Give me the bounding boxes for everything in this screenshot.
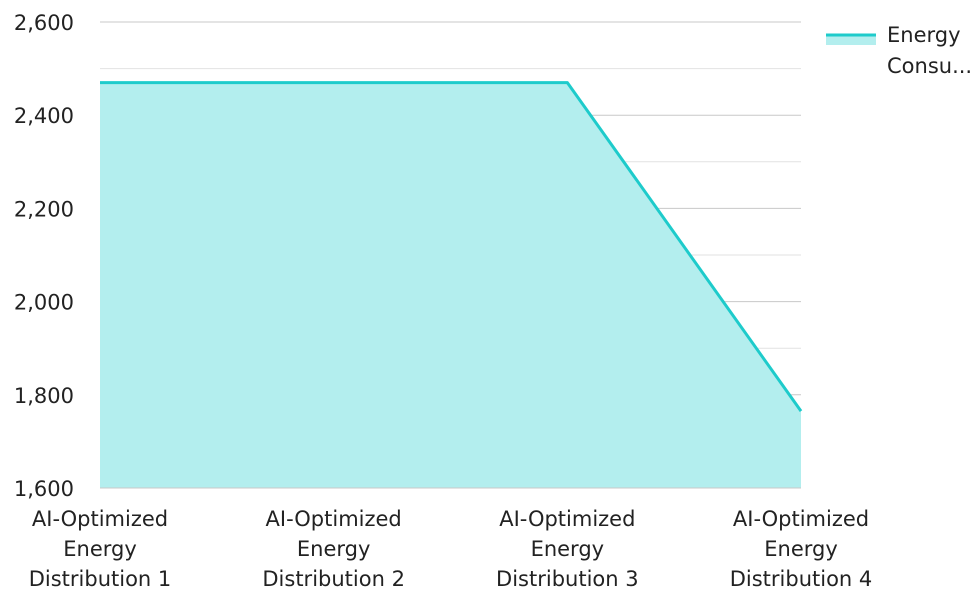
x-tick-label-line: Distribution 2: [262, 567, 405, 591]
legend-label: Energy Consu...: [887, 23, 972, 78]
x-tick-label-line: Energy: [297, 537, 371, 561]
y-axis: 2,600 2,400 2,200 2,000 1,800 1,600: [14, 11, 74, 501]
y-tick-label: 2,200: [14, 197, 74, 221]
y-tick-label: 2,600: [14, 11, 74, 35]
x-tick-label-line: Energy: [764, 537, 838, 561]
x-tick-label: AI-Optimized Energy Distribution 2: [262, 507, 405, 591]
y-tick-label: 2,000: [14, 291, 74, 315]
x-tick-label-line: Energy: [531, 537, 605, 561]
y-tick-label: 2,400: [14, 104, 74, 128]
legend: Energy Consu...: [826, 23, 972, 78]
x-tick-label: AI-Optimized Energy Distribution 1: [29, 507, 172, 591]
legend-label-line: Consu...: [887, 54, 972, 78]
x-tick-label: AI-Optimized Energy Distribution 3: [496, 507, 639, 591]
area-fill: [100, 82, 801, 488]
x-tick-label-line: AI-Optimized: [266, 507, 402, 531]
x-tick-label-line: Energy: [63, 537, 137, 561]
series-area: [100, 81, 803, 488]
legend-swatch-fill: [826, 35, 876, 45]
legend-label-line: Energy: [887, 23, 961, 47]
x-tick-label-line: AI-Optimized: [733, 507, 869, 531]
series-line: [100, 81, 803, 412]
x-axis: AI-Optimized Energy Distribution 1AI-Optim…: [29, 487, 873, 591]
y-tick-label: 1,600: [14, 477, 74, 501]
x-tick-label-line: Distribution 4: [730, 567, 873, 591]
x-tick-label-line: AI-Optimized: [499, 507, 635, 531]
x-tick-label-line: Distribution 1: [29, 567, 172, 591]
x-tick-label: AI-Optimized Energy Distribution 4: [730, 507, 873, 591]
y-tick-label: 1,800: [14, 384, 74, 408]
x-tick-label-line: Distribution 3: [496, 567, 639, 591]
x-tick-label-line: AI-Optimized: [32, 507, 168, 531]
